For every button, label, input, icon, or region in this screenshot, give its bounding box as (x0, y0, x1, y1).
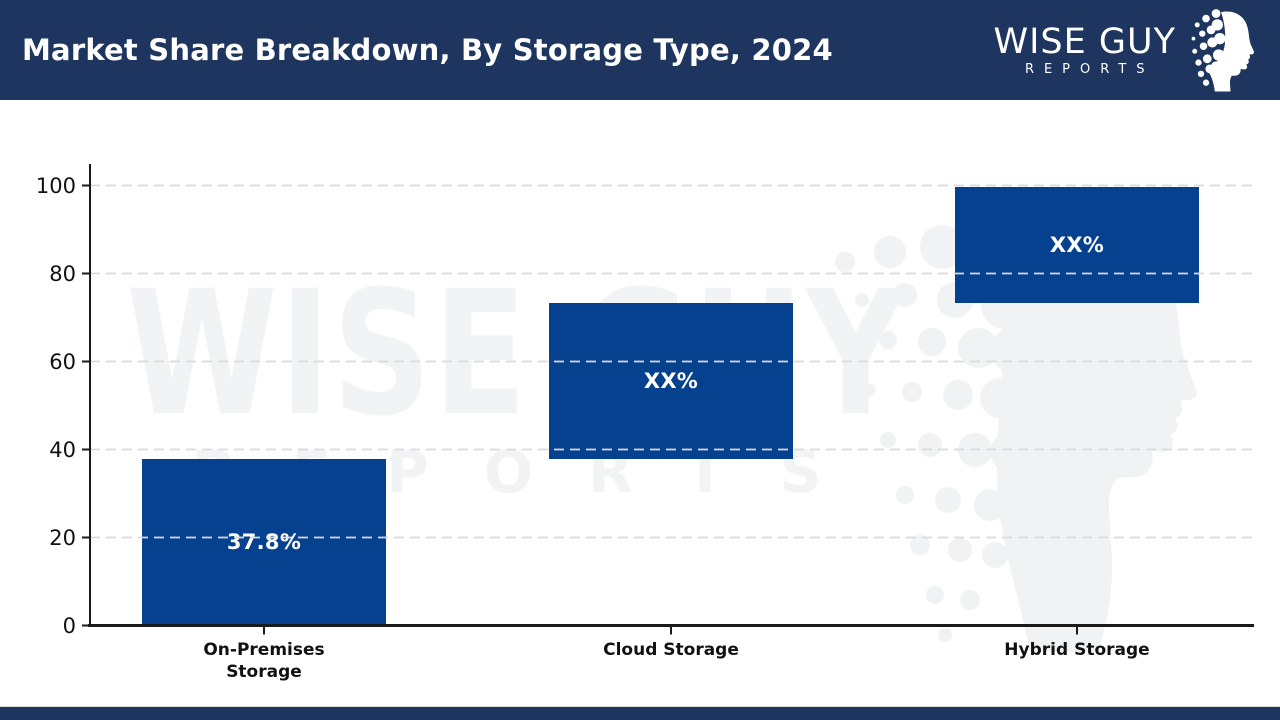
logo-text: WISE GUY REPORTS (993, 23, 1176, 78)
x-category-label: On-Premises Storage (203, 640, 325, 682)
bar-value-label: XX% (643, 369, 699, 394)
bar-value-label: XX% (1049, 233, 1105, 258)
wise-guy-logo: WISE GUY REPORTS (993, 6, 1280, 94)
bar-value-label: 37.8% (226, 530, 302, 555)
header-bar: Market Share Breakdown, By Storage Type,… (0, 0, 1280, 100)
y-tick-100: 100 (35, 173, 76, 198)
y-tick-0: 0 (62, 613, 76, 638)
logo-subtext: REPORTS (1024, 61, 1155, 77)
y-tick-20: 20 (49, 525, 76, 550)
bar-1: 37.8% (142, 459, 386, 626)
footer-bar (0, 706, 1280, 720)
bar-3: XX% (955, 186, 1199, 304)
page-title: Market Share Breakdown, By Storage Type,… (22, 33, 833, 67)
bar-2: XX% (549, 303, 793, 460)
x-category-label: Cloud Storage (603, 640, 739, 660)
x-category-label: Hybrid Storage (1004, 640, 1150, 660)
y-tick-80: 80 (49, 261, 76, 286)
y-tick-60: 60 (49, 349, 76, 374)
y-tick-40: 40 (49, 437, 76, 462)
logo-face-icon (1191, 9, 1254, 92)
logo-wordmark: WISE GUY (993, 21, 1176, 62)
